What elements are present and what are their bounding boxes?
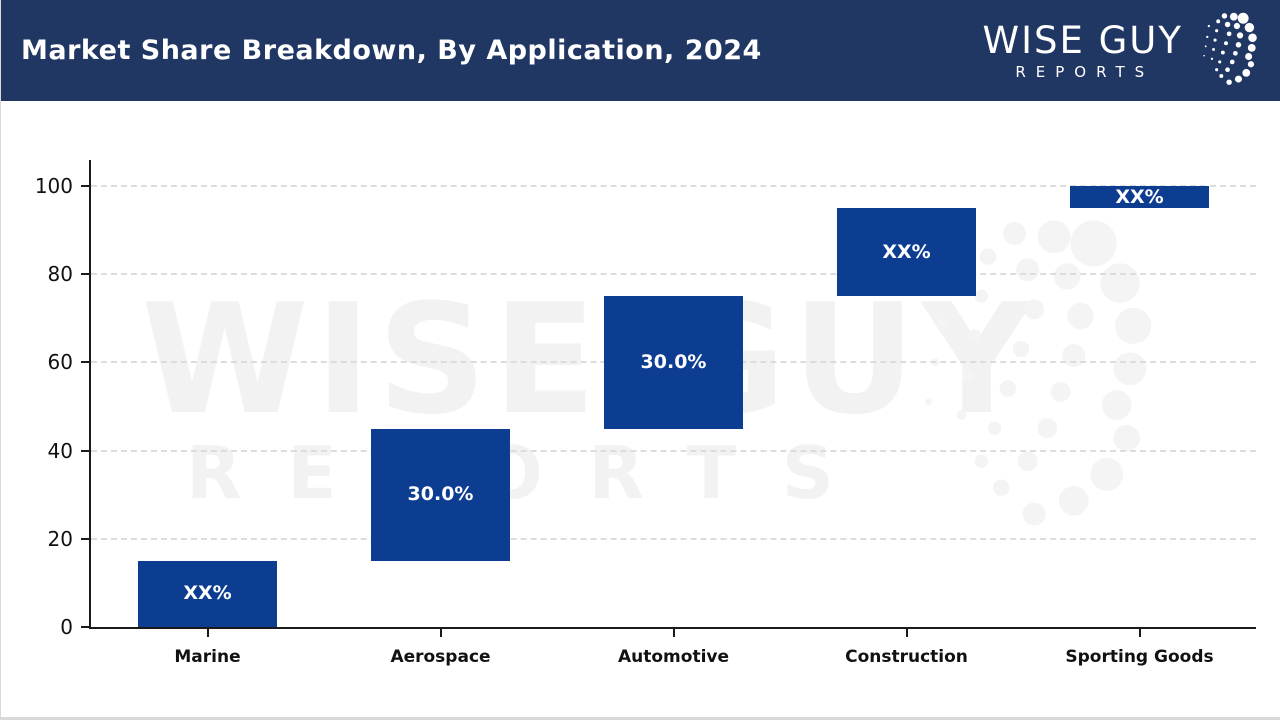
- bar-automotive: 30.0%: [604, 296, 743, 429]
- bar-value-label: XX%: [1115, 185, 1164, 208]
- bar-marine: XX%: [138, 560, 277, 627]
- x-tick-mark-3: [905, 629, 908, 637]
- y-tick-mark-40: [81, 449, 89, 452]
- gridline-20: [91, 537, 1256, 540]
- bar-construction: XX%: [837, 208, 976, 297]
- wiseguy-logo: WISE GUY REPORTS: [983, 6, 1265, 96]
- x-tick-mark-1: [439, 629, 442, 637]
- logo-primary-text: WISE GUY: [982, 19, 1183, 62]
- y-tick-mark-20: [81, 537, 89, 540]
- x-tick-label-automotive: Automotive: [617, 647, 730, 667]
- logo-text: WISE GUY REPORTS: [983, 22, 1183, 80]
- x-tick-label-construction: Construction: [845, 647, 968, 667]
- header-bar: Market Share Breakdown, By Application, …: [1, 0, 1280, 101]
- plot-area: 0 20 40 60 80 100 XX% Marine 30.0% Aerospace 30.0%…: [35, 160, 1256, 667]
- bar-aerospace: 30.0%: [371, 428, 510, 561]
- bar-sporting-goods: XX%: [1070, 185, 1209, 209]
- y-tick-mark-0: [81, 626, 89, 628]
- y-tick-label-40: 40: [47, 438, 73, 463]
- x-tick-label-sporting-goods: Sporting Goods: [1065, 647, 1214, 667]
- bar-value-label: 30.0%: [407, 483, 474, 506]
- y-tick-mark-80: [81, 273, 89, 276]
- x-tick-mark-2: [672, 629, 675, 637]
- y-tick-label-0: 0: [60, 615, 73, 639]
- y-tick-mark-60: [81, 361, 89, 364]
- chart-area: WISE GUY REPORTS 0 20 40 60 80 100 XX% Marine 30…: [1, 101, 1280, 717]
- x-tick-mark-4: [1138, 629, 1141, 637]
- logo-face-icon: [1203, 12, 1257, 85]
- gridline-40: [91, 449, 1256, 452]
- y-tick-label-60: 60: [47, 350, 73, 375]
- page-title: Market Share Breakdown, By Application, …: [21, 35, 762, 66]
- logo-secondary-text: REPORTS: [1015, 63, 1155, 81]
- bar-value-label: XX%: [882, 240, 931, 263]
- watermark-text-primary: WISE GUY: [141, 271, 1038, 448]
- x-tick-label-aerospace: Aerospace: [390, 647, 491, 667]
- bar-value-label: XX%: [183, 582, 232, 605]
- y-tick-label-100: 100: [34, 174, 73, 198]
- gridline-80: [91, 273, 1256, 276]
- y-tick-label-80: 80: [47, 262, 73, 287]
- x-tick-label-marine: Marine: [174, 647, 241, 667]
- y-tick-mark-100: [81, 185, 89, 187]
- y-tick-label-20: 20: [47, 526, 73, 551]
- x-tick-mark-0: [206, 629, 209, 637]
- gridline-100: [91, 185, 1256, 187]
- bar-value-label: 30.0%: [640, 350, 707, 373]
